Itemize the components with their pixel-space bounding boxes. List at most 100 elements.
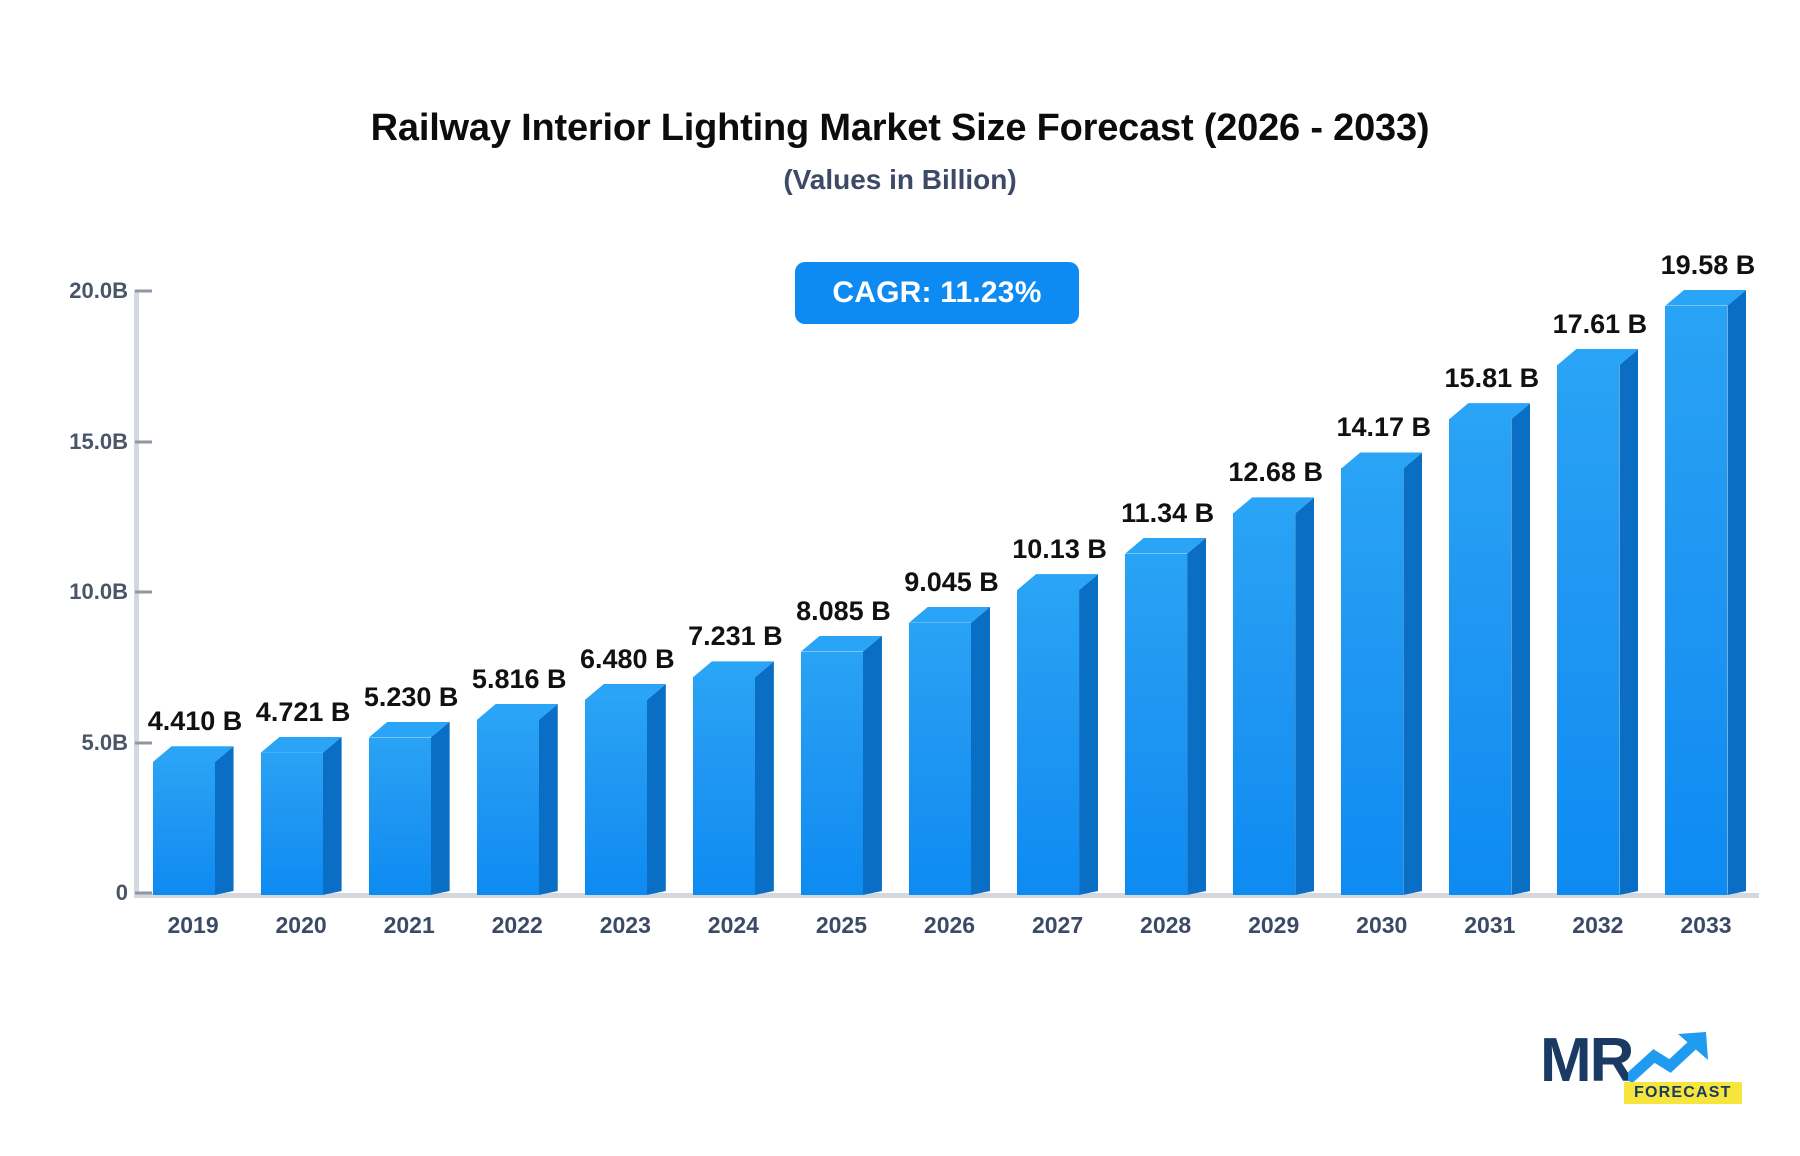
bar-value-label: 11.34 B xyxy=(1121,497,1215,528)
bar[interactable] xyxy=(1449,419,1511,895)
bar-value-label: 5.230 B xyxy=(363,681,459,712)
x-axis-tick-label: 2032 xyxy=(1572,912,1624,938)
bar-top-face xyxy=(1557,349,1638,365)
bar[interactable] xyxy=(1341,468,1403,895)
bar-top-face xyxy=(477,704,558,720)
bar-side-face xyxy=(1619,349,1638,895)
x-axis-tick-label: 2033 xyxy=(1680,912,1732,938)
bar-top-face xyxy=(1125,538,1206,554)
bar[interactable] xyxy=(152,762,215,895)
bar-front-face xyxy=(1557,364,1620,895)
bar-value-label: 15.81 B xyxy=(1444,363,1540,394)
bar-side-face xyxy=(1403,452,1422,895)
trend-up-arrow-icon xyxy=(1628,1032,1708,1084)
bar-value-label: 4.410 B xyxy=(147,706,243,737)
y-axis-tick-label: 0 xyxy=(0,880,152,906)
bar-front-face xyxy=(909,622,971,895)
x-axis-tick-label: 2027 xyxy=(1031,912,1084,938)
x-axis-tick-label: 2028 xyxy=(1140,912,1192,938)
x-axis-tick-label: 2029 xyxy=(1248,912,1300,938)
bar-top-face xyxy=(1665,290,1746,306)
chart-subtitle: (Values in Billion) xyxy=(783,163,1017,195)
bar-front-face xyxy=(584,699,647,895)
y-axis-tick-mark xyxy=(135,590,152,594)
bar-value-label: 12.68 B xyxy=(1228,457,1323,488)
bar[interactable] xyxy=(1125,554,1187,895)
bar-front-face xyxy=(1449,419,1512,895)
bar-value-label: 7.231 B xyxy=(688,621,783,652)
bar-side-face xyxy=(1511,403,1530,895)
bar[interactable] xyxy=(476,719,539,895)
bar-side-face xyxy=(863,636,882,895)
bar[interactable] xyxy=(1017,590,1079,895)
y-axis-tick-label: 20.0B xyxy=(0,278,152,304)
bar-top-face xyxy=(153,746,234,762)
bar[interactable] xyxy=(692,677,755,895)
bar-side-face xyxy=(323,737,342,895)
bar-front-face xyxy=(1125,553,1188,895)
x-axis-tick-label: 2019 xyxy=(167,912,219,938)
bar-side-face xyxy=(1295,497,1314,895)
bar-front-face xyxy=(1233,513,1296,895)
bar[interactable] xyxy=(800,652,863,895)
x-axis-tick-label: 2022 xyxy=(491,912,543,938)
bar[interactable] xyxy=(368,737,431,895)
bar-top-face xyxy=(1341,452,1422,468)
bar[interactable] xyxy=(1665,306,1727,895)
mr-forecast-logo: MR FORECAST xyxy=(1540,1026,1742,1112)
y-axis-tick-mark xyxy=(135,891,152,895)
bar-front-face xyxy=(1341,468,1404,895)
bar-side-face xyxy=(1187,538,1206,895)
page-title: Railway Interior Lighting Market Size Fo… xyxy=(370,107,1430,149)
bar-value-label: 4.721 B xyxy=(255,696,351,727)
bar-value-label: 10.13 B xyxy=(1012,534,1107,565)
x-axis-line xyxy=(134,893,1759,898)
bar-value-label: 6.480 B xyxy=(580,643,675,674)
bar-side-face xyxy=(971,607,990,895)
logo-tagline: FORECAST xyxy=(1624,1082,1742,1104)
bar-value-label: 8.085 B xyxy=(796,595,891,626)
bar[interactable] xyxy=(584,699,647,895)
bar-side-face xyxy=(755,661,774,895)
bar-top-face xyxy=(369,722,450,738)
bar-side-face xyxy=(215,746,234,895)
x-axis-tick-label: 2024 xyxy=(707,912,759,938)
bar-front-face xyxy=(368,737,431,895)
y-axis-tick-mark xyxy=(135,289,152,293)
bar-value-label: 9.045 B xyxy=(904,566,999,597)
x-axis-tick-label: 2023 xyxy=(599,912,651,938)
x-axis-tick-label: 2021 xyxy=(383,912,435,938)
bar-top-face xyxy=(909,607,990,623)
bar-side-face xyxy=(1727,290,1746,895)
logo-wordmark: MR xyxy=(1540,1026,1634,1095)
bar-value-label: 17.61 B xyxy=(1552,308,1648,339)
bar-top-face xyxy=(1449,403,1530,419)
bar-front-face xyxy=(260,752,323,895)
bar-value-label: 5.816 B xyxy=(471,663,567,694)
bar-side-face xyxy=(1079,574,1098,895)
y-axis-tick-label: 10.0B xyxy=(0,579,152,605)
bar-top-face xyxy=(585,684,666,700)
bar-top-face xyxy=(261,737,342,753)
bar-side-face xyxy=(431,722,450,895)
bar[interactable] xyxy=(1557,365,1619,895)
bar-value-label: 14.17 B xyxy=(1336,412,1432,443)
bar[interactable] xyxy=(909,623,971,895)
bar-top-face xyxy=(693,661,774,677)
bar-top-face xyxy=(1017,574,1098,590)
x-axis-tick-label: 2025 xyxy=(815,912,868,938)
bar-front-face xyxy=(476,719,539,895)
bar[interactable] xyxy=(1233,513,1295,895)
bar-front-face xyxy=(1017,590,1080,895)
bar[interactable] xyxy=(260,752,323,895)
bar-top-face xyxy=(1233,497,1314,513)
y-axis-tick-label: 15.0B xyxy=(0,429,152,455)
y-axis-tick-label: 5.0B xyxy=(0,730,152,756)
title-block: Railway Interior Lighting Market Size Fo… xyxy=(0,107,1800,196)
cagr-badge-label: CAGR: 11.23% xyxy=(832,276,1042,309)
x-axis-tick-label: 2031 xyxy=(1464,912,1516,938)
y-axis-line xyxy=(134,290,139,898)
